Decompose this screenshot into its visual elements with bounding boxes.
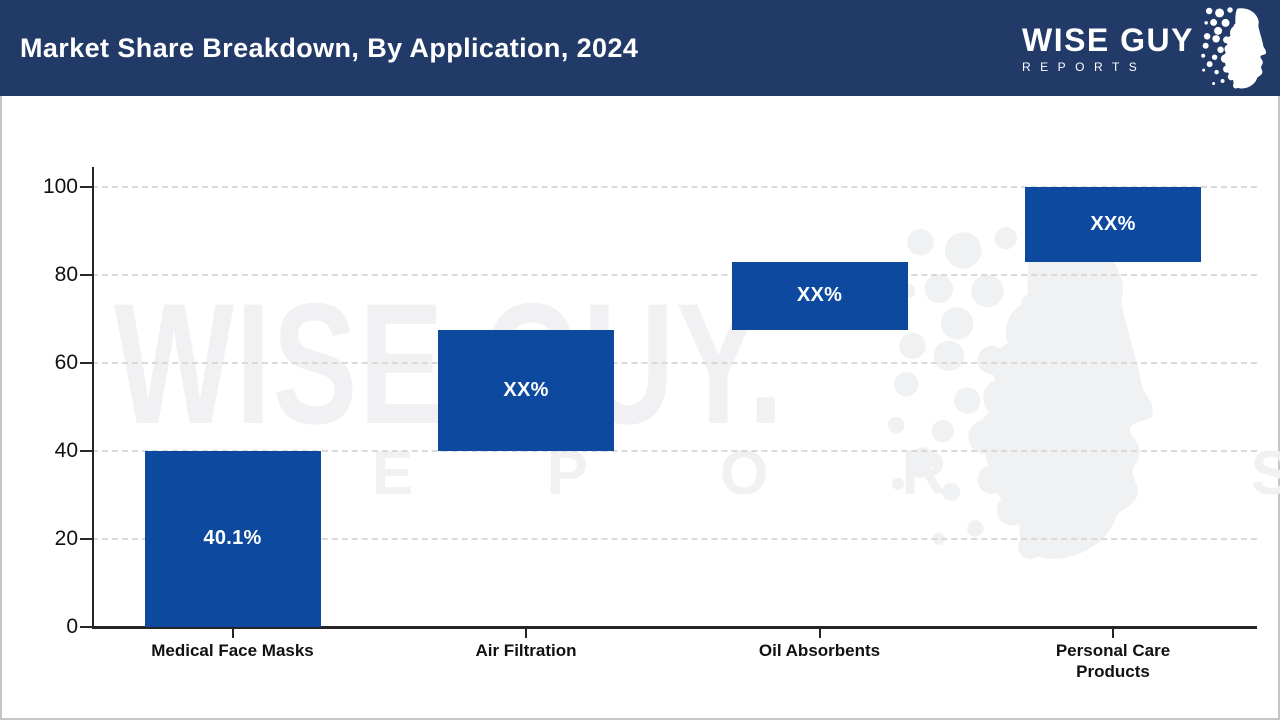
- header-bar: Market Share Breakdown, By Application, …: [0, 0, 1280, 96]
- y-tick-0: [80, 626, 92, 628]
- bar-value-label: 40.1%: [203, 527, 262, 550]
- bar-air-filtration: XX%: [438, 330, 614, 451]
- x-tick-3: [818, 629, 821, 638]
- x-tick-2: [525, 629, 527, 638]
- y-tick-100: [80, 186, 92, 188]
- y-tick-60: [80, 362, 92, 364]
- x-axis-line: [92, 626, 1257, 629]
- y-tick-label-80: 80: [54, 263, 78, 286]
- chart-title: Market Share Breakdown, By Application, …: [20, 32, 639, 63]
- category-label-1: Medical Face Masks: [151, 641, 314, 660]
- logo-text: WISE GUY REPORTS: [1022, 24, 1194, 73]
- bar-personal-care-products: XX%: [1025, 187, 1201, 262]
- gridline-80: [92, 274, 1257, 276]
- category-label-3: Oil Absorbents: [758, 641, 881, 660]
- y-axis-line: [92, 167, 94, 629]
- x-tick-4: [1112, 629, 1114, 638]
- gridline-60: [92, 362, 1257, 364]
- bar-value-label: XX%: [503, 378, 549, 401]
- bar-oil-absorbents: XX%: [731, 261, 908, 330]
- wise-guy-reports-logo: WISE GUY REPORTS: [1022, 7, 1266, 89]
- y-tick-20: [80, 538, 92, 540]
- bar-medical-face-masks: 40.1%: [144, 450, 321, 627]
- category-label-2: Air Filtration: [475, 641, 577, 660]
- gridline-100: [92, 186, 1257, 188]
- gridline-20: [92, 538, 1257, 540]
- y-tick-label-0: 0: [66, 615, 78, 638]
- y-tick-40: [80, 450, 92, 452]
- y-tick-label-40: 40: [54, 439, 78, 462]
- x-tick-1: [231, 629, 234, 638]
- category-label-4: Personal Care Products: [1055, 641, 1171, 681]
- logo-face-icon: [1201, 7, 1266, 89]
- bar-value-label: XX%: [1090, 212, 1136, 235]
- y-tick-80: [80, 274, 92, 276]
- y-tick-label-20: 20: [54, 527, 78, 550]
- logo-subtext: REPORTS: [1021, 59, 1147, 74]
- y-tick-label-100: 100: [42, 175, 78, 198]
- bar-value-label: XX%: [796, 284, 843, 307]
- y-tick-label-60: 60: [54, 351, 78, 374]
- gridline-40: [92, 450, 1257, 452]
- logo-wordmark: WISE GUY: [1021, 21, 1194, 58]
